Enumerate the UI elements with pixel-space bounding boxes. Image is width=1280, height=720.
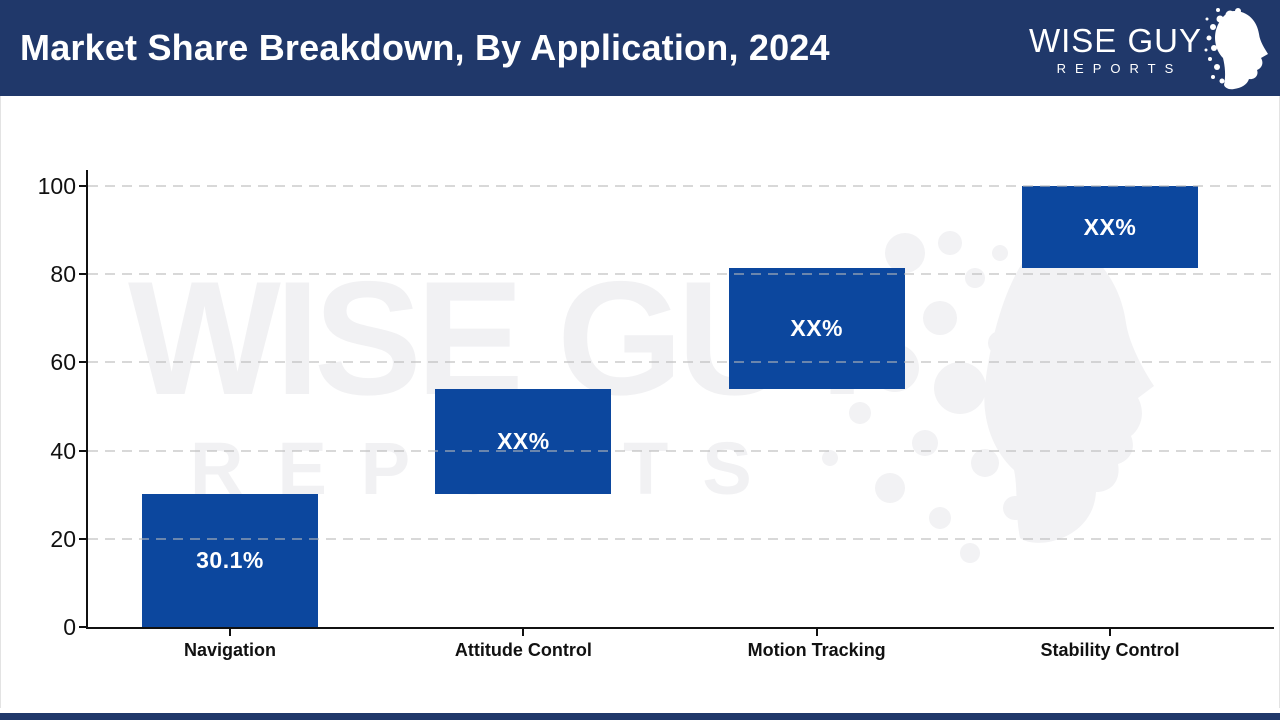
- dotted-head-logo-icon: [1204, 8, 1268, 90]
- bar-motion-tracking: [728, 268, 905, 389]
- x-axis-category-label: Navigation: [183, 640, 276, 660]
- y-axis-tick: [79, 537, 86, 540]
- y-axis-tick-label: 100: [37, 173, 76, 199]
- bar-attitude-control: [435, 388, 612, 495]
- bar-value-label: XX%: [790, 314, 843, 341]
- x-axis-line: [86, 627, 1274, 629]
- gridline-20: [88, 537, 1272, 540]
- x-axis-tick: [1109, 629, 1111, 636]
- x-axis-category-label: Stability Control: [1040, 640, 1180, 660]
- gridline-80: [88, 273, 1272, 276]
- gridline-40: [88, 449, 1272, 452]
- brand-name: WISE GUY: [1028, 22, 1202, 59]
- page-title: Market Share Breakdown, By Application, …: [20, 27, 830, 68]
- gridline-100: [88, 185, 1272, 187]
- x-axis-tick: [522, 629, 525, 636]
- y-axis-tick: [79, 273, 86, 276]
- bar-value-label: XX%: [497, 428, 550, 455]
- y-axis-tick-label: 60: [50, 349, 76, 376]
- gridline-60: [88, 361, 1272, 364]
- y-axis-tick: [79, 626, 86, 628]
- x-axis-tick: [229, 629, 231, 636]
- header-bar: Market Share Breakdown, By Application, …: [0, 0, 1280, 96]
- brand-subtitle: REPORTS: [1056, 61, 1183, 76]
- y-axis-tick-label: 40: [50, 437, 76, 464]
- y-axis-tick: [79, 361, 86, 364]
- y-axis-tick-label: 0: [63, 614, 76, 640]
- y-axis-line: [86, 170, 88, 629]
- x-axis-tick: [815, 629, 818, 636]
- x-axis-category-label: Attitude Control: [454, 640, 592, 660]
- x-axis-category-label: Motion Tracking: [747, 640, 886, 660]
- brand-wordmark: WISE GUY REPORTS: [1029, 22, 1202, 76]
- brand-logo: WISE GUY REPORTS: [1029, 6, 1270, 92]
- bar-value-label: 30.1%: [196, 547, 264, 574]
- y-axis-tick: [79, 185, 86, 187]
- bar-stability-control: [1022, 186, 1198, 269]
- bar-value-label: XX%: [1083, 213, 1137, 240]
- footer-bar: [0, 713, 1280, 720]
- y-axis-tick-label: 80: [50, 261, 76, 288]
- y-axis-tick: [79, 449, 86, 452]
- y-axis-tick-label: 20: [50, 525, 76, 552]
- bar-navigation: [142, 494, 318, 627]
